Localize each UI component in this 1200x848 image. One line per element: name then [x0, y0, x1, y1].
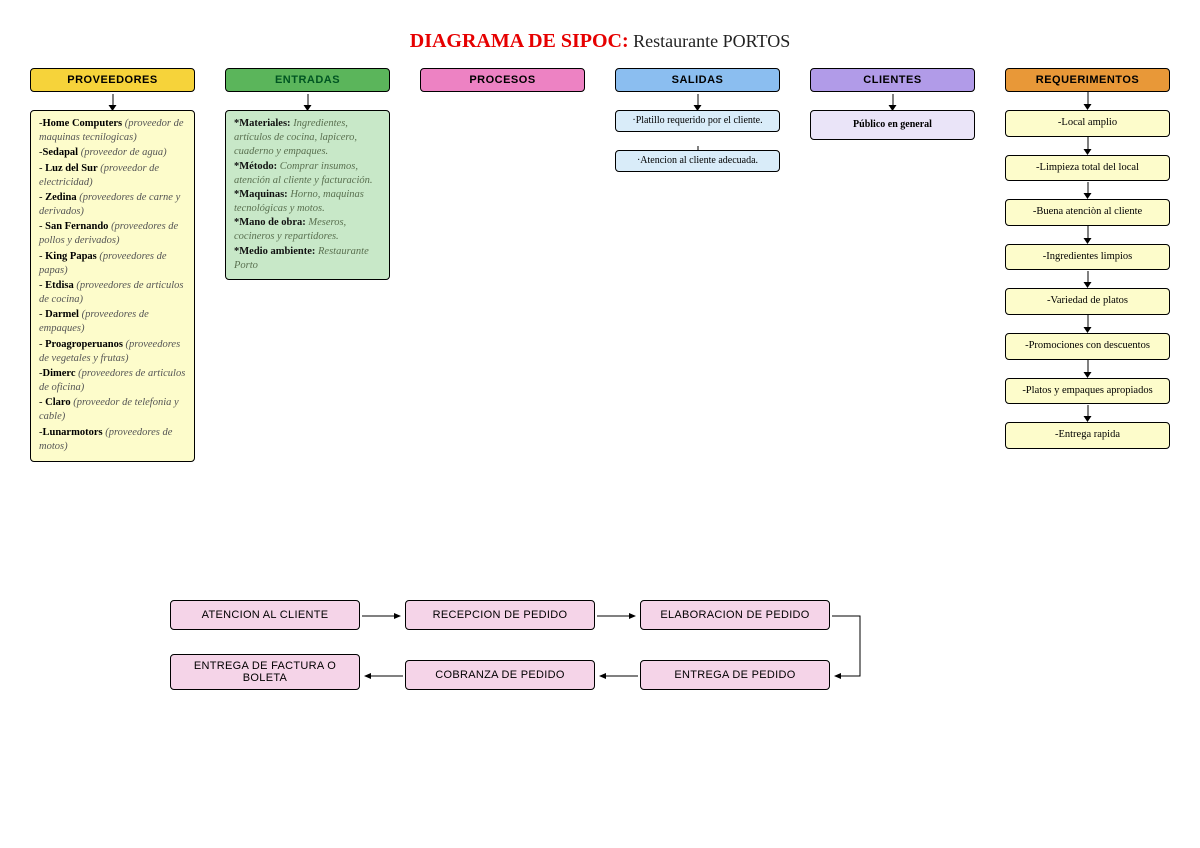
col-entradas: ENTRADAS *Materiales: Ingredientes, artí… — [225, 68, 390, 280]
proc-2: RECEPCION DE PEDIDO — [405, 600, 595, 630]
req-item: -Entrega rapida — [1005, 422, 1170, 449]
col-salidas: SALIDAS ·Platillo requerido por el clien… — [615, 68, 780, 172]
header-salidas: SALIDAS — [615, 68, 780, 92]
proc-5: COBRANZA DE PEDIDO — [405, 660, 595, 690]
proc-3: ELABORACION DE PEDIDO — [640, 600, 830, 630]
header-procesos: PROCESOS — [420, 68, 585, 92]
col-clientes: CLIENTES Público en general — [810, 68, 975, 140]
req-item: -Variedad de platos — [1005, 288, 1170, 315]
header-proveedores: PROVEEDORES — [30, 68, 195, 92]
proc-6: ENTREGA DE FACTURA O BOLETA — [170, 654, 360, 690]
title-sub: Restaurante PORTOS — [629, 31, 791, 51]
header-entradas: ENTRADAS — [225, 68, 390, 92]
req-item: -Promociones con descuentos — [1005, 333, 1170, 360]
cliente-1: Público en general — [810, 110, 975, 140]
salida-2: ·Atencion al cliente adecuada. — [615, 150, 780, 172]
page-title: DIAGRAMA DE SIPOC: Restaurante PORTOS — [0, 0, 1200, 68]
req-item: -Platos y empaques apropiados — [1005, 378, 1170, 405]
salida-1: ·Platillo requerido por el cliente. — [615, 110, 780, 132]
req-item: -Local amplio — [1005, 110, 1170, 137]
header-clientes: CLIENTES — [810, 68, 975, 92]
req-item: -Limpieza total del local — [1005, 155, 1170, 182]
proc-4: ENTREGA DE PEDIDO — [640, 660, 830, 690]
proveedores-content: -Home Computers (proveedor de maquinas t… — [30, 110, 195, 462]
proc-1: ATENCION AL CLIENTE — [170, 600, 360, 630]
col-requerimentos: REQUERIMENTOS -Local amplio -Limpieza tot… — [1005, 68, 1170, 449]
col-proveedores: PROVEEDORES -Home Computers (proveedor d… — [30, 68, 195, 462]
entradas-content: *Materiales: Ingredientes, artículos de … — [225, 110, 390, 280]
title-main: DIAGRAMA DE SIPOC: — [410, 30, 629, 52]
req-item: -Buena atenciòn al cliente — [1005, 199, 1170, 226]
sipoc-columns: PROVEEDORES -Home Computers (proveedor d… — [0, 68, 1200, 568]
req-item: -Ingredientes limpios — [1005, 244, 1170, 271]
header-requerimentos: REQUERIMENTOS — [1005, 68, 1170, 92]
col-procesos: PROCESOS — [420, 68, 585, 92]
